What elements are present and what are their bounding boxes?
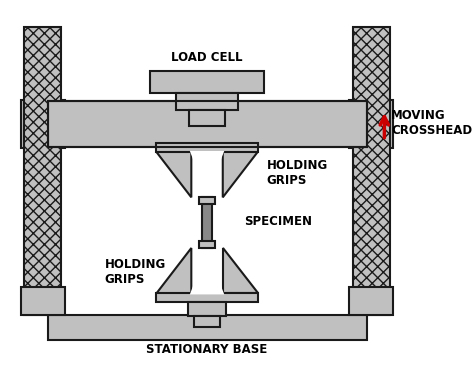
- Bar: [188, 302, 226, 316]
- Text: STATIONARY BASE: STATIONARY BASE: [146, 343, 268, 356]
- Polygon shape: [156, 248, 191, 293]
- Bar: [48, 101, 367, 147]
- Text: HOLDING
GRIPS: HOLDING GRIPS: [266, 159, 328, 187]
- Bar: [199, 241, 215, 248]
- Bar: [156, 143, 258, 152]
- Bar: [199, 197, 215, 204]
- Bar: [48, 101, 367, 147]
- Bar: [349, 287, 393, 315]
- Bar: [21, 287, 64, 315]
- Bar: [48, 315, 367, 340]
- Bar: [25, 27, 61, 315]
- Bar: [202, 197, 212, 248]
- Text: LOAD CELL: LOAD CELL: [171, 51, 243, 64]
- Bar: [150, 70, 264, 92]
- Text: MOVING
CROSSHEAD: MOVING CROSSHEAD: [392, 109, 473, 137]
- Text: HOLDING
GRIPS: HOLDING GRIPS: [105, 258, 166, 286]
- Bar: [194, 316, 220, 327]
- Polygon shape: [223, 152, 258, 197]
- Text: SPECIMEN: SPECIMEN: [245, 215, 313, 228]
- Bar: [176, 92, 237, 110]
- Bar: [349, 100, 393, 147]
- Polygon shape: [223, 248, 258, 293]
- Bar: [156, 293, 258, 302]
- Bar: [21, 100, 64, 147]
- Polygon shape: [191, 252, 223, 293]
- Bar: [189, 110, 225, 126]
- Polygon shape: [156, 152, 191, 197]
- Bar: [353, 27, 390, 315]
- Polygon shape: [191, 152, 223, 193]
